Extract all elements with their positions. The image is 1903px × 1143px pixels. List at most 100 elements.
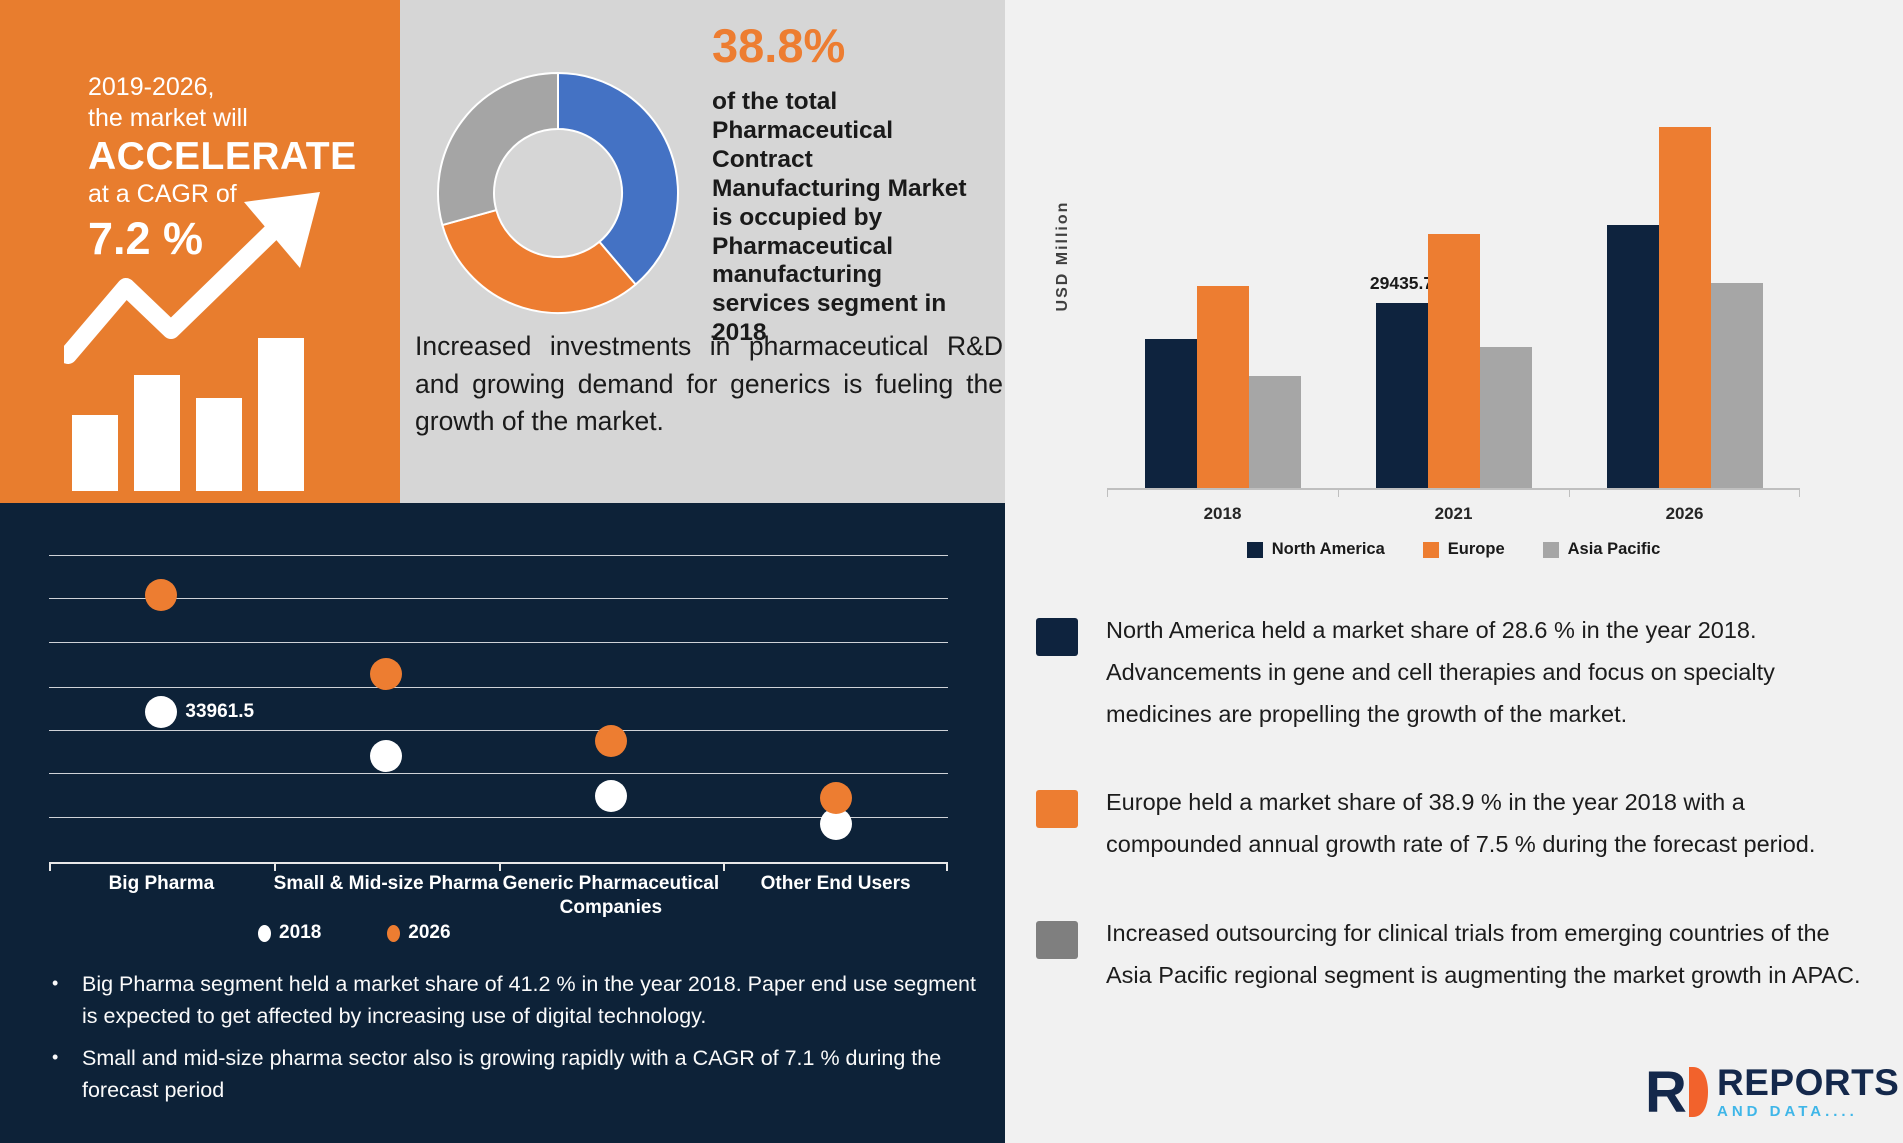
segment-bullet-text: Small and mid-size pharma sector also is… [82,1045,942,1102]
dot-chart-gridline [49,687,948,688]
dot-legend-marker [387,924,401,942]
bar-europe-2026 [1658,126,1711,488]
accelerate-line1: 2019-2026, [88,73,215,101]
bar-chart-axis-tick [1107,488,1108,497]
region-bullet-text: Europe held a market share of 38.9 % in … [1106,789,1816,858]
bar-legend-item-europe: Europe [1422,540,1505,559]
region-bullet-marker [1036,618,1078,656]
segment-bullet-list: • Big Pharma segment held a market share … [52,968,987,1115]
reports-and-data-logo-icon: R [1645,1064,1708,1120]
dot-chart-gridline [49,642,948,643]
bar-chart-x-axis [1107,488,1800,490]
region-bullet-marker [1036,921,1078,960]
donut-chart-svg [437,71,679,314]
bar-chart-axis-tick [1569,488,1570,497]
data-point-value-label: 33961.5 [185,701,255,722]
bar-value-label: 29435.7 [1369,272,1434,293]
dot-chart-category-label: Small & Mid-size Pharma [273,873,499,894]
dot-chart-legend: 2018 2026 [258,922,451,944]
cagr-value: 7.2 % [88,212,204,264]
dot-chart-category-label: Big Pharma [108,873,215,894]
bar-legend-label: Europe [1447,540,1505,558]
bullet-marker-icon: • [52,1046,59,1067]
segment-bullet-text: Big Pharma segment held a market share o… [82,972,976,1029]
accelerate-line3: at a CAGR of [88,180,237,209]
dot-chart-gridline [49,730,948,731]
dot-legend-label: 2026 [408,922,451,943]
bar-legend-item-asia-pacific: Asia Pacific [1542,540,1660,559]
bar-north-america-2026 [1606,224,1659,488]
donut-chart [436,71,680,315]
segment-bullet: • Small and mid-size pharma sector also i… [52,1042,987,1107]
region-bullet: Europe held a market share of 38.9 % in … [1036,782,1872,866]
growth-trend-arrow-icon [64,192,320,491]
accelerate-line2: the market will [88,104,248,133]
bar-legend-label: North America [1271,540,1385,558]
dot-chart-gridline [49,817,948,818]
bar-legend-item-north-america: North America [1246,540,1385,559]
data-point-2026 [145,579,178,612]
accelerate-panel: 2019-2026, the market will ACCELERATE at… [0,0,400,503]
data-point-2026 [370,658,403,691]
svg-text:R: R [1645,1064,1687,1120]
bar-chart-y-axis-label: USD Million [1054,200,1071,312]
accelerate-text-block: 2019-2026, the market will ACCELERATE at… [88,72,357,267]
stat-value: 38.8% [712,19,846,72]
dot-legend-item-2026: 2026 [387,922,451,944]
logo-text-and-data: AND DATA.... [1717,1103,1858,1120]
bar-europe-2018 [1196,285,1249,488]
donut-slice [437,71,559,227]
bar-asia-pacific-2018 [1248,375,1301,488]
data-point-2018 [145,696,178,728]
dot-chart-gridline [49,555,948,556]
region-bullet: North America held a market share of 28.… [1036,610,1872,735]
dot-chart-category-label: Other End Users [760,873,911,894]
stat-text: of the total Pharmaceutical Contract Man… [712,88,967,347]
bar-chart-axis-tick [1338,488,1339,497]
dot-chart-gridline [49,598,948,599]
bullet-marker-icon: • [52,973,59,993]
dot-legend-item-2018: 2018 [258,922,321,944]
bar-north-america-2018 [1144,338,1197,488]
region-bullet-marker [1036,790,1078,829]
bar-chart-x-label: 2018 [1203,504,1242,523]
data-point-2018 [370,739,403,772]
dot-chart-axis-tick [498,862,501,871]
bar-asia-pacific-2026 [1710,283,1763,488]
logo-text-reports: REPORTS [1717,1062,1900,1103]
data-point-2018 [594,780,627,813]
bar-legend-marker [1422,541,1439,558]
accelerate-emphasis: ACCELERATE [88,134,357,178]
dot-chart-gridline [49,773,948,774]
dot-chart-axis-tick [723,862,726,871]
region-bullet-text: North America held a market share of 28.… [1106,617,1775,727]
dot-chart-category-label: Generic Pharmaceutical Companies [502,873,720,918]
dot-chart-axis-tick [946,862,948,871]
bar-chart-x-label: 2026 [1665,504,1704,523]
donut-slice [557,71,679,286]
bar-asia-pacific-2021 [1479,346,1532,488]
dot-legend-marker [258,924,271,942]
region-bullet-list: North America held a market share of 28.… [1036,610,1872,1044]
bar-legend-marker [1246,541,1263,558]
region-bullet-text: Increased outsourcing for clinical trial… [1106,920,1861,988]
bar-chart-legend: North America Europe Asia Pacific [1107,540,1800,559]
region-bar-chart: 2018 29435.7 2021 2026 North America Europe As… [1107,100,1800,558]
dot-chart-axis-tick [49,862,51,871]
logo-text-block: REPORTS AND DATA.... [1717,1064,1899,1120]
data-point-2026 [819,781,852,814]
bar-north-america-2021 [1375,302,1428,488]
stat-body-text: Increased investments in pharmaceutical … [415,331,1003,437]
segment-dot-chart: Big Pharma Small & Mid-size Pharma Generic… [49,540,948,918]
bar-legend-marker [1542,541,1559,558]
bar-chart-x-label: 2021 [1434,504,1473,523]
reports-and-data-logo: R REPORTS AND DATA.... [1645,1064,1899,1120]
bar-chart-axis-tick [1799,488,1800,497]
dot-chart-axis-tick [273,862,276,871]
segment-bullet: • Big Pharma segment held a market share … [52,968,987,1033]
donut-slice [441,208,638,314]
region-bullet: Increased outsourcing for clinical trial… [1036,913,1872,997]
bar-europe-2021 [1427,234,1480,488]
dot-legend-label: 2018 [279,922,322,943]
